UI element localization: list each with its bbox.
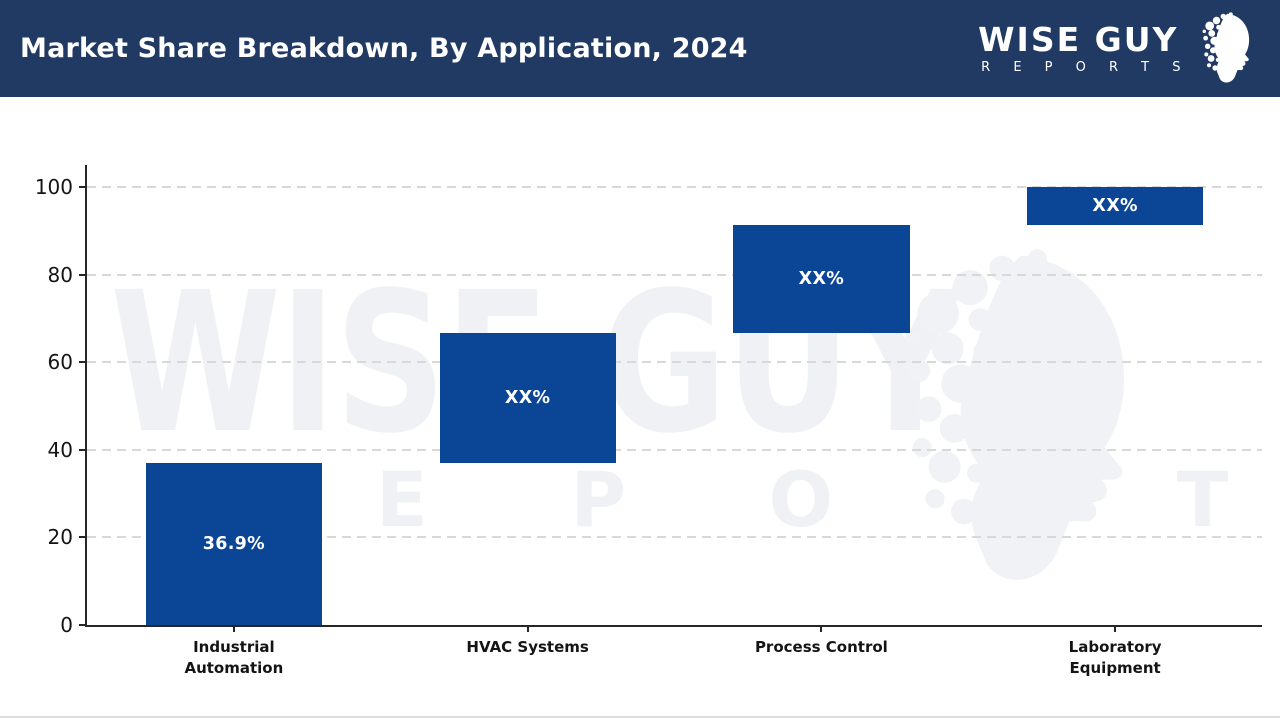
y-tick-mark [79, 448, 87, 451]
x-tick-mark [526, 625, 529, 632]
x-tick-mark [1114, 625, 1117, 632]
y-tick-label: 0 [60, 613, 73, 637]
page-bottom-border [0, 716, 1280, 718]
gridline-100 [87, 185, 1262, 188]
bar-value-label: 36.9% [202, 534, 265, 555]
y-tick-label: 40 [47, 437, 73, 462]
y-tick-mark [79, 536, 87, 539]
x-category-label: Industrial Automation [184, 638, 284, 677]
header-bar: Market Share Breakdown, By Application, … [0, 0, 1280, 97]
y-tick-mark [79, 273, 87, 276]
x-tick-mark [232, 625, 235, 632]
y-tick-label: 20 [47, 525, 73, 550]
wiseguy-logo: WISE GUY R E P O R T S [978, 11, 1260, 87]
wiseguy-head-icon [1202, 11, 1250, 82]
page-title: Market Share Breakdown, By Application, … [20, 33, 748, 64]
y-tick-mark [79, 361, 87, 364]
y-tick-label: 80 [47, 262, 73, 287]
logo-head-dots [1202, 11, 1233, 74]
plot-inner: 0 20 40 60 80 100 36.9% Industrial Automation XX… [35, 165, 1262, 677]
y-tick-label: 100 [34, 174, 73, 199]
bar-laboratory-equipment: XX% [1027, 186, 1204, 226]
gridline-60 [87, 361, 1262, 364]
gridline-40 [87, 448, 1262, 451]
y-tick-mark [79, 624, 87, 626]
x-category-label: Laboratory Equipment [1068, 638, 1162, 677]
bar-process-control: XX% [733, 225, 910, 334]
x-tick-mark [820, 625, 823, 632]
logo-wordmark: WISE GUY [978, 19, 1179, 59]
bar-value-label: XX% [504, 388, 551, 409]
x-category-label: Process Control [754, 638, 888, 656]
y-tick-mark [79, 185, 87, 188]
bar-hvac-systems: XX% [439, 333, 616, 464]
bar-industrial-automation: 36.9% [145, 463, 322, 625]
wiseguy-logo-text: WISE GUY R E P O R T S [978, 23, 1190, 75]
gridline-80 [87, 273, 1262, 276]
gridline-20 [87, 536, 1262, 539]
logo-subtitle: R E P O R T S [981, 59, 1190, 75]
bar-value-label: XX% [798, 269, 845, 290]
plot-area: 0 20 40 60 80 100 36.9% Industrial Automation XX… [35, 165, 1262, 677]
y-tick-label: 60 [47, 350, 73, 375]
x-category-label: HVAC Systems [466, 638, 589, 656]
bar-value-label: XX% [1092, 196, 1138, 217]
